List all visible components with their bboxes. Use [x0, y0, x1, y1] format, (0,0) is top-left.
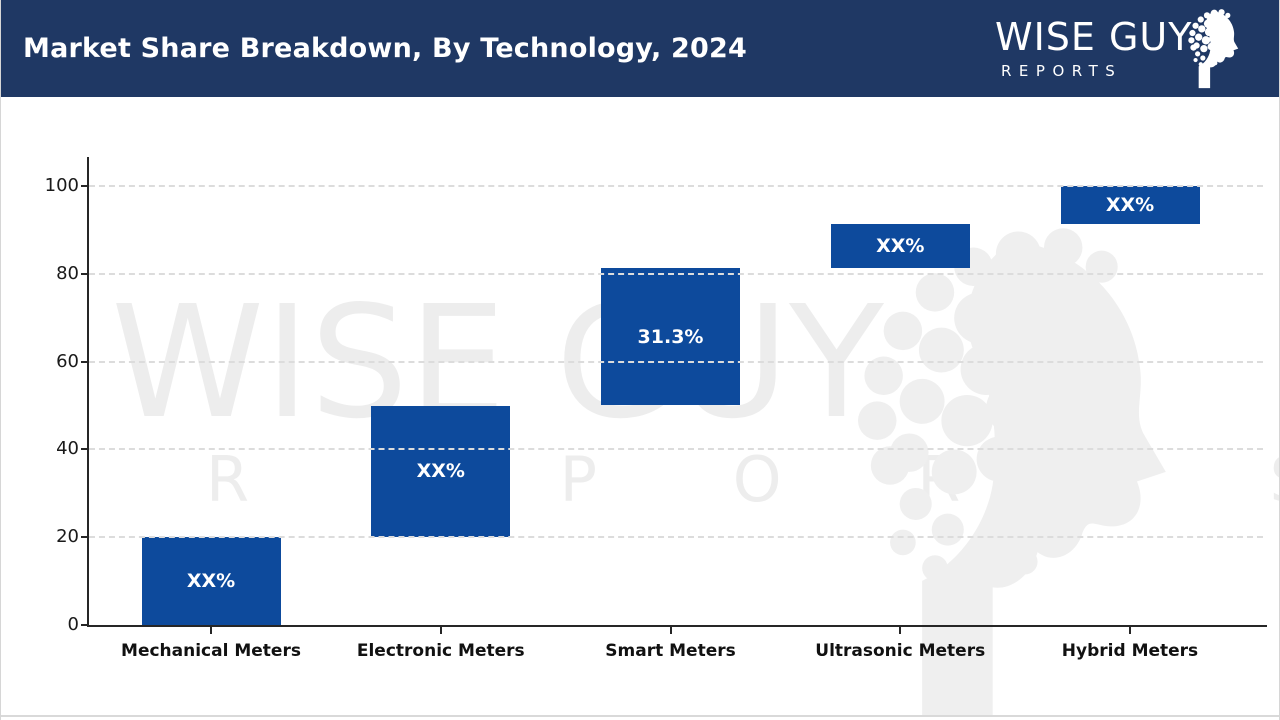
x-tick-mark — [439, 627, 442, 634]
gridline — [89, 185, 1263, 187]
y-tick-label: 100 — [44, 175, 79, 196]
x-axis-spine — [87, 625, 1267, 627]
y-axis-spine — [87, 157, 89, 627]
gridline — [89, 448, 1263, 451]
y-tick-mark — [81, 536, 89, 539]
y-tick-label: 20 — [56, 526, 79, 548]
gridline — [89, 272, 1263, 275]
x-tick-mark — [1129, 627, 1131, 634]
bar-mechanical-meters — [141, 537, 281, 625]
bar-value-label: XX% — [876, 235, 925, 258]
bar-hybrid-meters — [1060, 186, 1200, 225]
bar-electronic-meters — [371, 405, 511, 538]
y-tick-label: 40 — [56, 438, 79, 460]
gridline — [89, 360, 1263, 363]
x-tick-mark — [669, 627, 672, 634]
page-title: Market Share Breakdown, By Technology, 2… — [23, 33, 748, 64]
wise-guy-reports-logo: WISE GUY REPORTS — [995, 8, 1239, 88]
bar-value-label: 31.3% — [637, 325, 704, 348]
x-tick-mark — [210, 627, 212, 634]
bar-smart-meters — [601, 268, 740, 406]
x-category-label: Mechanical Meters — [121, 641, 301, 661]
y-tick-mark — [81, 624, 89, 626]
x-category-label: Ultrasonic Meters — [815, 641, 986, 661]
bar-value-label: XX% — [186, 570, 236, 593]
y-tick-mark — [81, 360, 89, 363]
x-category-label: Electronic Meters — [356, 641, 525, 661]
chart-stage: WISE GUY R E P O R T S 0 20 40 60 80 100 XX% Me… — [1, 97, 1279, 720]
y-tick-label: 0 — [67, 614, 79, 635]
x-tick-mark — [899, 627, 902, 634]
bar-value-label: XX% — [416, 460, 465, 483]
logo-wiseguy-text: WISE GUY — [995, 15, 1192, 59]
y-tick-mark — [81, 185, 89, 187]
bar-ultrasonic-meters — [830, 224, 970, 269]
logo-reports-text: REPORTS — [1001, 62, 1122, 80]
y-tick-mark — [81, 448, 89, 451]
x-category-label: Hybrid Meters — [1061, 641, 1199, 661]
header-banner: Market Share Breakdown, By Technology, 2… — [1, 0, 1279, 97]
y-tick-mark — [81, 272, 89, 275]
y-tick-label: 80 — [56, 262, 79, 284]
gridline — [89, 536, 1263, 539]
bar-value-label: XX% — [1105, 194, 1155, 217]
logo-head-icon — [1188, 8, 1239, 88]
x-category-label: Smart Meters — [605, 641, 736, 661]
y-tick-label: 60 — [56, 350, 79, 372]
